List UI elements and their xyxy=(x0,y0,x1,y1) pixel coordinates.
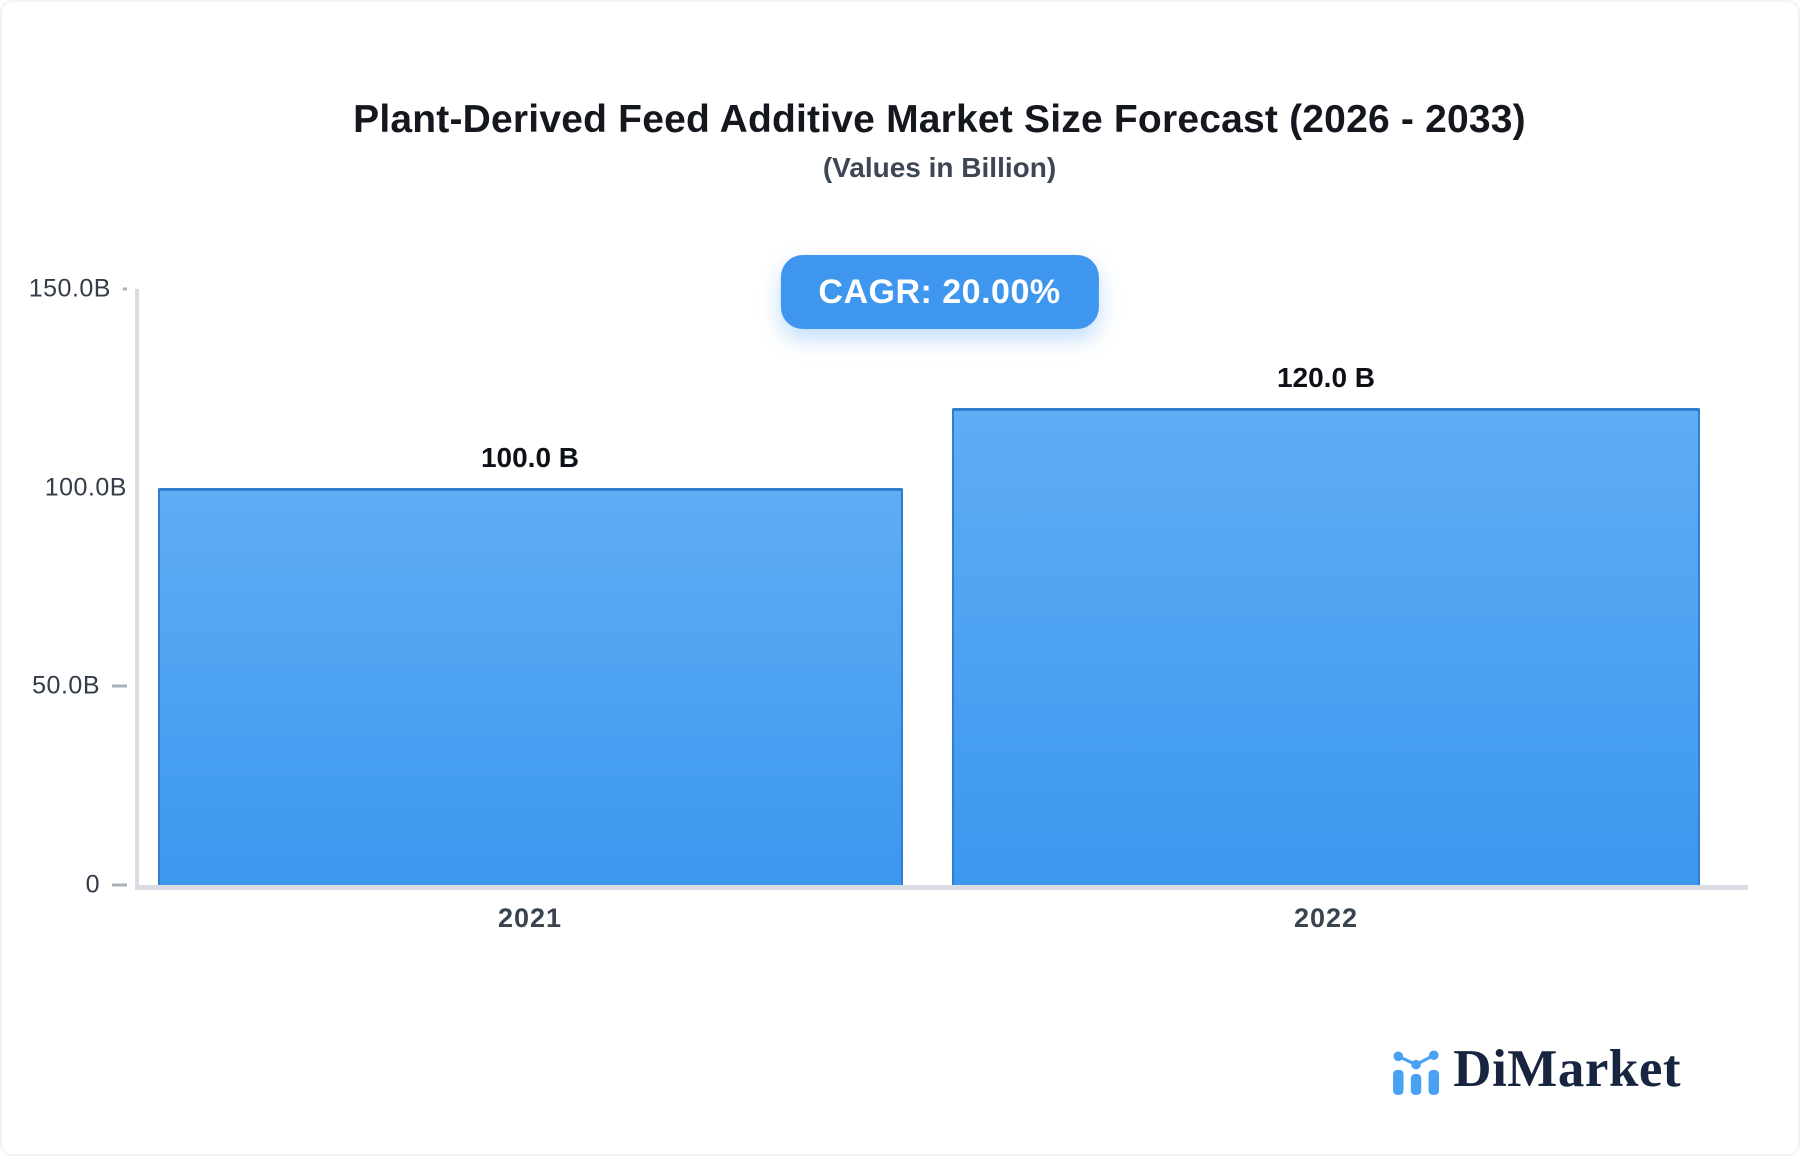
chart-subtitle: (Values in Billion) xyxy=(822,152,1057,183)
chart-title: Plant-Derived Feed Additive Market Size … xyxy=(353,98,1526,141)
y-axis-tick: 0 xyxy=(86,871,139,900)
y-axis-tick: 50.0B xyxy=(32,672,139,701)
bar-2022[interactable] xyxy=(952,408,1700,885)
bar-2021[interactable] xyxy=(158,487,903,885)
tick-mark xyxy=(123,287,127,291)
y-axis-tick-label: 100.0B xyxy=(44,473,127,502)
cagr-badge: CAGR: 20.00% xyxy=(780,255,1099,329)
tick-mark xyxy=(112,684,127,688)
cagr-badge-label: CAGR: 20.00% xyxy=(818,272,1061,311)
y-axis-tick-label: 150.0B xyxy=(28,274,111,303)
x-axis-label-2021: 2021 xyxy=(497,903,563,933)
plot-area: 150.0B 100.0B 50.0B 0 100.0 B 120.0 B 20… xyxy=(29,275,1748,933)
y-axis-tick-label: 0 xyxy=(85,870,100,899)
y-axis-tick: 100.0B xyxy=(45,473,139,502)
tick-mark xyxy=(112,883,127,887)
bar-line-chart-icon xyxy=(1393,1050,1440,1095)
bar-value-label-2021: 100.0 B xyxy=(480,441,580,473)
x-axis-label-2022: 2022 xyxy=(1293,903,1359,933)
y-axis-tick-label: 50.0B xyxy=(32,671,100,700)
chart-header: Plant-Derived Feed Additive Market Size … xyxy=(135,2,1744,329)
dimarket-logo: DiMarket xyxy=(1391,1043,1681,1096)
logo-text: DiMarket xyxy=(1453,1040,1681,1098)
bar-value-label-2022: 120.0 B xyxy=(1276,362,1376,394)
y-axis-tick: 150.0B xyxy=(29,275,139,304)
